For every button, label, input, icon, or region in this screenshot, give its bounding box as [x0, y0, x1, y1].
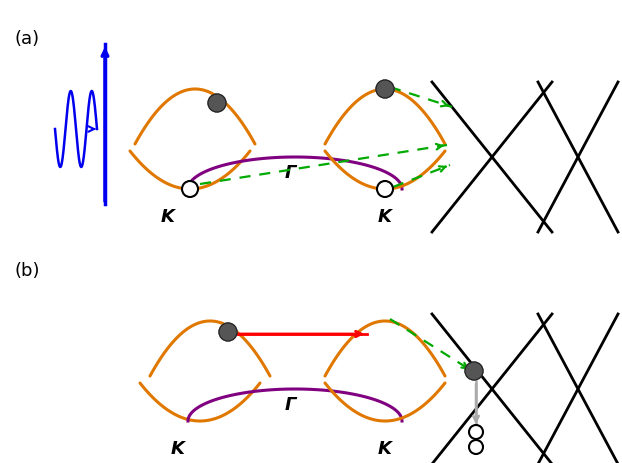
Text: Γ: Γ	[284, 395, 295, 413]
Circle shape	[182, 181, 198, 198]
Circle shape	[469, 425, 483, 439]
Text: Γ: Γ	[284, 163, 295, 181]
Text: K: K	[171, 439, 185, 457]
Circle shape	[376, 81, 394, 99]
Circle shape	[377, 181, 393, 198]
Text: K: K	[161, 207, 175, 225]
Text: (a): (a)	[14, 30, 39, 48]
Circle shape	[208, 95, 226, 113]
Circle shape	[219, 323, 237, 341]
Text: K: K	[378, 439, 392, 457]
Circle shape	[469, 440, 483, 454]
Circle shape	[465, 362, 483, 380]
Text: (b): (b)	[14, 262, 40, 279]
Text: K: K	[378, 207, 392, 225]
